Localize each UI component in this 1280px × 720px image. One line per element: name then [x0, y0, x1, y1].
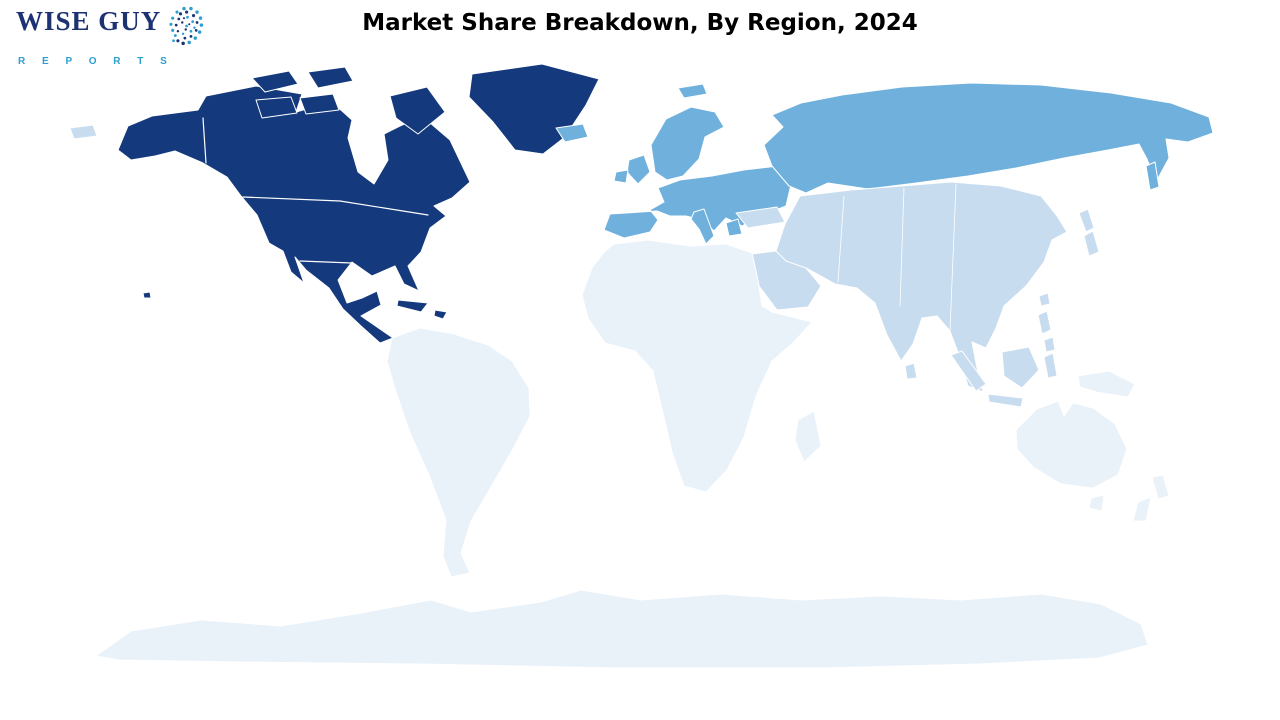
region-antarctica — [95, 589, 1149, 669]
country-philippines-south — [1043, 336, 1056, 353]
border-asia-internal-2 — [899, 187, 905, 307]
country-philippines-north — [1037, 310, 1052, 335]
country-greece — [725, 218, 743, 237]
logo-head-dots-navy — [175, 10, 199, 46]
country-iceland — [555, 123, 589, 143]
country-japan-north — [1078, 208, 1095, 233]
country-south-america — [386, 327, 531, 578]
country-antarctica — [95, 589, 1149, 669]
border-usa-mexico — [299, 260, 353, 264]
region-africa — [581, 239, 822, 493]
country-scandinavia — [650, 106, 725, 181]
country-svalbard — [677, 83, 708, 99]
page-title: Market Share Breakdown, By Region, 2024 — [362, 10, 918, 36]
country-italy — [690, 208, 715, 245]
country-new-zealand-north — [1151, 474, 1170, 500]
country-new-guinea — [1077, 370, 1136, 398]
border-asia-internal-3 — [949, 183, 957, 332]
country-java — [987, 393, 1024, 408]
country-ireland — [613, 169, 629, 184]
country-borneo — [1001, 346, 1040, 389]
country-victoria-island — [255, 96, 298, 119]
region-asia — [69, 124, 1100, 408]
arctic-island-1 — [251, 70, 299, 93]
country-hispaniola — [433, 309, 448, 320]
country-north-america-mainland — [117, 85, 471, 344]
country-sakhalin — [1145, 161, 1160, 191]
logo-head-dots-teal — [169, 6, 204, 45]
country-hawaii — [142, 291, 152, 299]
border-asia-internal-1 — [837, 195, 845, 283]
country-tasmania — [1088, 494, 1105, 512]
country-asia-mainland — [775, 181, 1068, 393]
logo-dotted-head-icon — [164, 4, 204, 53]
country-greenland — [468, 63, 600, 155]
country-russia — [763, 82, 1214, 194]
logo-brand-text: WISE GUY — [16, 6, 162, 36]
border-usa-canada — [242, 196, 429, 216]
country-united-kingdom — [626, 154, 651, 185]
country-baffin-island — [389, 86, 446, 135]
country-madagascar — [794, 410, 822, 463]
region-south-america — [386, 327, 531, 578]
arctic-island-2 — [307, 66, 354, 89]
region-oceania — [1015, 370, 1170, 522]
country-sumatra — [950, 350, 987, 392]
border-alaska-canada — [202, 117, 207, 164]
region-north-america — [117, 63, 600, 344]
country-sri-lanka — [904, 362, 918, 380]
country-australia — [1015, 400, 1128, 489]
country-new-zealand-south — [1132, 496, 1152, 522]
country-cuba — [396, 299, 429, 313]
country-japan-south — [1083, 230, 1100, 257]
arctic-island-3 — [299, 93, 340, 115]
country-sulawesi — [1043, 352, 1058, 379]
country-africa-mainland — [581, 239, 813, 493]
country-turkey — [735, 206, 786, 229]
aleutian-islands — [69, 124, 98, 140]
country-taiwan — [1038, 292, 1051, 307]
logo-reports-text: R E P O R T S — [18, 56, 174, 67]
wise-guy-reports-logo: WISE GUY — [16, 6, 204, 67]
